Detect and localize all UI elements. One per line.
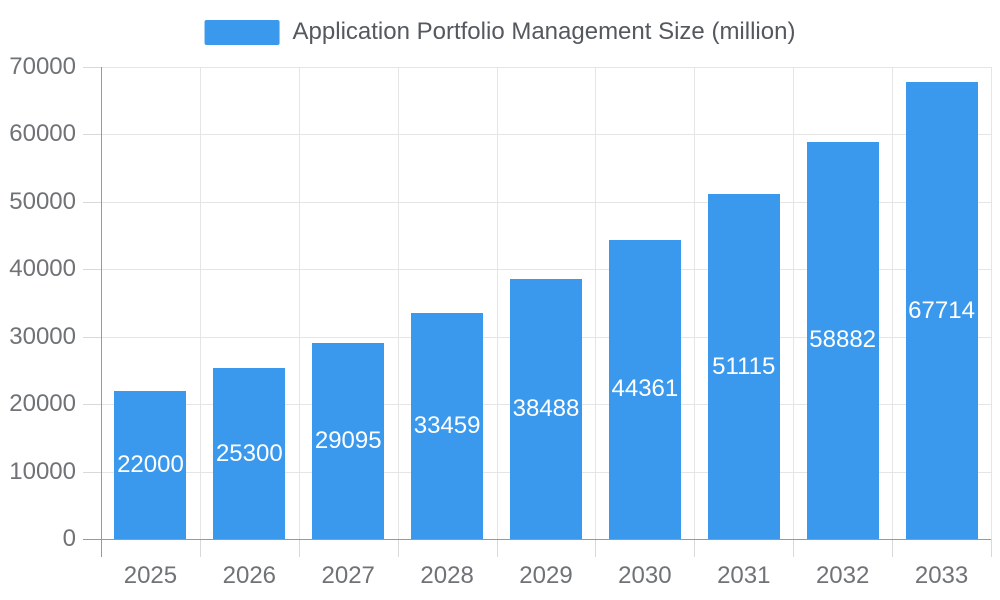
- bar-value-label: 22000: [117, 450, 184, 478]
- x-axis-tick: [892, 539, 894, 557]
- x-axis-label-2032: 2032: [815, 562, 870, 589]
- x-axis-label-2027: 2027: [321, 562, 375, 589]
- bar-value-label: 58882: [809, 326, 877, 354]
- x-gridline: [991, 67, 992, 539]
- y-axis-label: 20000: [9, 390, 76, 418]
- x-axis-tick: [397, 539, 399, 557]
- x-axis-label-2030: 2030: [618, 562, 672, 589]
- y-axis-tick: [83, 67, 101, 68]
- x-axis-label-2031: 2031: [717, 562, 771, 589]
- legend-swatch-icon: [204, 19, 280, 45]
- x-axis-tick: [496, 539, 498, 557]
- bar-2032[interactable]: 58882: [806, 141, 879, 539]
- x-gridline: [496, 67, 498, 539]
- y-axis-label: 40000: [9, 255, 76, 283]
- y-axis-label: 0: [62, 525, 76, 552]
- bar-2028[interactable]: 33459: [411, 313, 484, 539]
- x-axis-tick: [298, 539, 300, 557]
- y-gridline: [101, 134, 991, 136]
- y-axis-tick: [83, 201, 101, 203]
- bar-value-label: 67714: [908, 296, 975, 324]
- x-gridline: [793, 67, 795, 539]
- bar-value-label: 44361: [611, 375, 679, 403]
- bar-2030[interactable]: 44361: [608, 239, 681, 539]
- x-axis-label-2025: 2025: [123, 562, 178, 589]
- x-gridline: [694, 67, 696, 539]
- x-axis-line: [83, 539, 991, 540]
- bar-2029[interactable]: 38488: [510, 279, 582, 539]
- x-axis-tick: [199, 539, 201, 557]
- bar-2033[interactable]: 67714: [905, 82, 978, 539]
- x-axis-tick: [793, 539, 795, 557]
- x-gridline: [595, 67, 597, 539]
- bar-value-label: 33459: [413, 411, 481, 439]
- y-axis-tick: [83, 134, 101, 136]
- y-axis-tick: [83, 471, 101, 473]
- bar-value-label: 29095: [314, 426, 382, 454]
- x-axis-tick: [694, 539, 696, 557]
- x-axis-label-2033: 2033: [914, 562, 969, 589]
- x-axis-label-2028: 2028: [420, 562, 474, 589]
- x-axis-label-2029: 2029: [519, 562, 573, 589]
- x-axis-label-2026: 2026: [222, 562, 277, 589]
- x-axis-tick: [595, 539, 597, 557]
- bar-value-label: 51115: [712, 352, 776, 380]
- bar-2027[interactable]: 29095: [312, 342, 385, 539]
- legend[interactable]: Application Portfolio Management Size (m…: [204, 18, 796, 45]
- x-gridline: [298, 67, 300, 539]
- y-axis-tick: [83, 269, 101, 271]
- y-axis-label: 30000: [9, 322, 76, 350]
- bar-value-label: 38488: [512, 395, 580, 423]
- y-gridline: [101, 201, 991, 203]
- y-gridline: [101, 269, 991, 271]
- x-gridline: [892, 67, 894, 539]
- x-axis-tick: [991, 539, 992, 557]
- y-axis-label: 60000: [9, 120, 76, 148]
- legend-label: Application Portfolio Management Size (m…: [292, 18, 796, 45]
- y-axis-label: 70000: [9, 53, 76, 80]
- bar-2025[interactable]: 22000: [114, 390, 187, 539]
- y-gridline: [101, 67, 991, 68]
- y-axis-tick: [83, 336, 101, 338]
- x-gridline: [199, 67, 201, 539]
- bar-2026[interactable]: 25300: [213, 368, 286, 539]
- bar-value-label: 25300: [215, 439, 283, 467]
- y-axis-label: 10000: [9, 457, 76, 485]
- y-axis-line: [101, 67, 102, 557]
- y-axis-label: 50000: [9, 187, 76, 215]
- bar-2031[interactable]: 51115: [707, 194, 780, 539]
- x-gridline: [397, 67, 399, 539]
- y-axis-tick: [83, 404, 101, 406]
